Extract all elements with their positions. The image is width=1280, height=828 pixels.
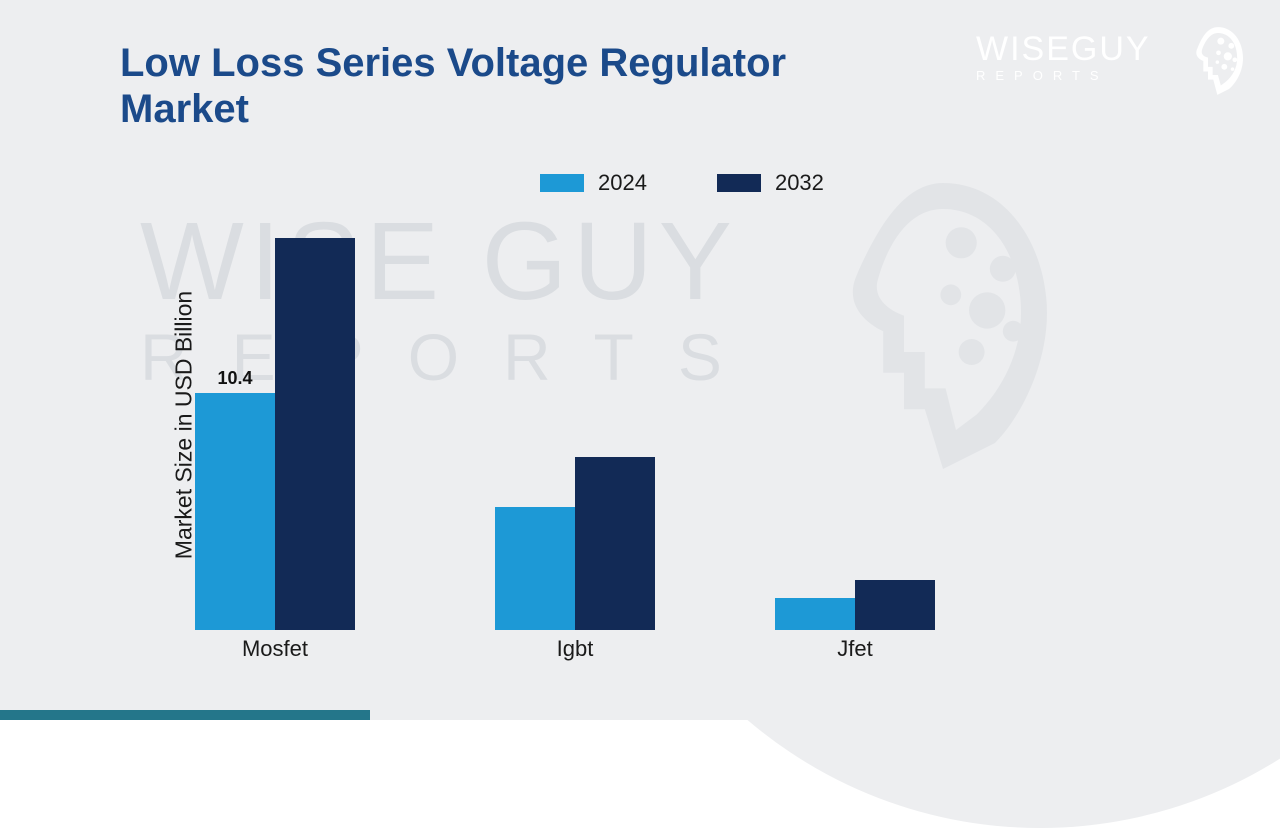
bar [575, 457, 655, 630]
bar-pair [495, 457, 655, 630]
category-label: Igbt [495, 636, 655, 662]
logo-guy: GUY [1071, 30, 1151, 68]
category-label: Mosfet [195, 636, 355, 662]
page: WISE GUY REPORTS Low Loss Series Voltage… [0, 0, 1280, 720]
logo-wise: WISE [976, 30, 1071, 68]
category-label: Jfet [775, 636, 935, 662]
chart-area: Market Size in USD Billion 2024 2032 10.… [60, 160, 980, 690]
legend-label-2032: 2032 [775, 170, 824, 196]
chart-title: Low Loss Series Voltage Regulator Market [120, 40, 860, 132]
bar [195, 393, 275, 630]
brand-logo: WISEGUY REPORTS [976, 32, 1246, 83]
bar [495, 507, 575, 630]
legend-item-2024: 2024 [540, 170, 647, 196]
legend-swatch-2024 [540, 174, 584, 192]
legend-label-2024: 2024 [598, 170, 647, 196]
plot-area: 10.4 Mosfet Igbt Jfet [115, 220, 965, 660]
bar-value-label: 10.4 [217, 368, 252, 389]
bar [275, 238, 355, 630]
legend-swatch-2032 [717, 174, 761, 192]
bar-pair [775, 580, 935, 630]
bar [775, 598, 855, 630]
bar [855, 580, 935, 630]
legend-item-2032: 2032 [717, 170, 824, 196]
legend: 2024 2032 [540, 170, 824, 196]
bottom-strip [0, 710, 370, 720]
logo-head-icon [1184, 26, 1246, 96]
bar-pair: 10.4 [195, 238, 355, 630]
